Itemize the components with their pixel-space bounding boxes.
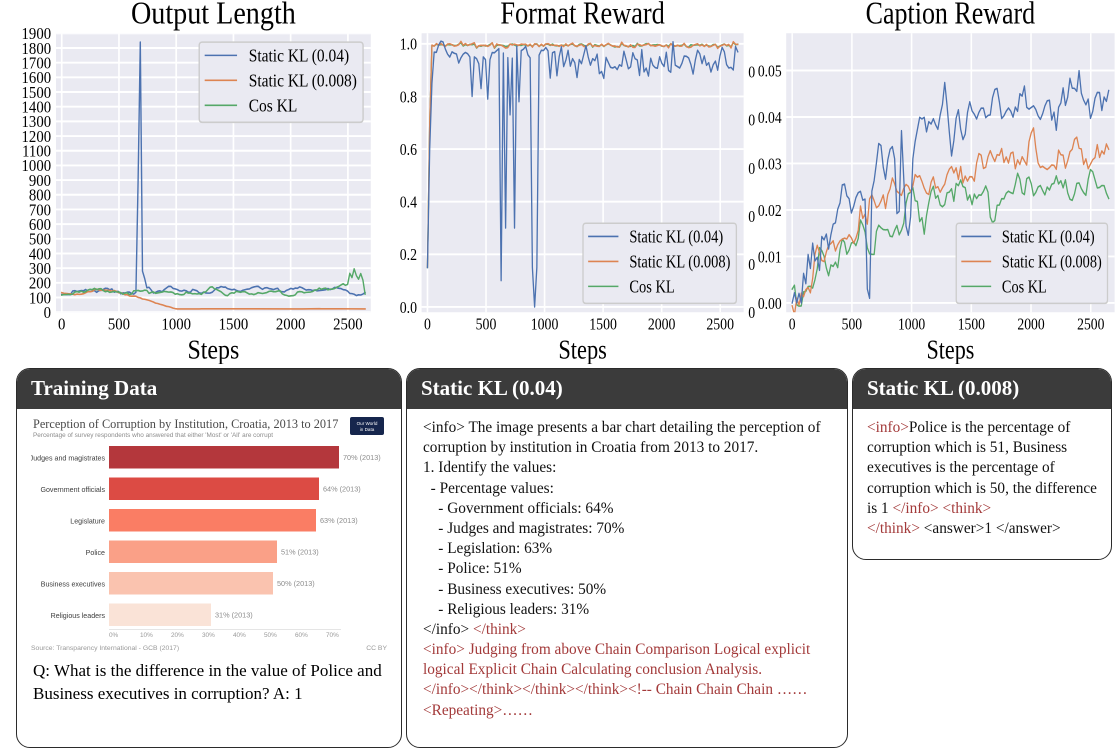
svg-text:0: 0	[789, 315, 796, 334]
svg-text:Steps: Steps	[558, 335, 606, 364]
svg-text:50%: 50%	[264, 632, 277, 639]
svg-text:Cos KL: Cos KL	[1002, 278, 1047, 297]
svg-text:Static KL (0.008): Static KL (0.008)	[1002, 253, 1102, 272]
svg-text:0.4: 0.4	[400, 193, 418, 212]
svg-text:Cos KL: Cos KL	[249, 95, 298, 115]
svg-text:Our World: Our World	[357, 421, 378, 426]
svg-text:Percentage of survey responden: Percentage of survey respondents who ans…	[33, 432, 273, 439]
svg-text:500: 500	[108, 316, 130, 334]
svg-text:1000: 1000	[898, 315, 926, 334]
svg-text:30%: 30%	[202, 632, 215, 639]
svg-text:Static KL (0.04): Static KL (0.04)	[249, 46, 349, 66]
svg-text:50% (2013): 50% (2013)	[277, 579, 315, 588]
svg-text:Cos KL: Cos KL	[629, 278, 674, 297]
svg-text:Static KL (0.008): Static KL (0.008)	[629, 253, 730, 272]
svg-text:1.0: 1.0	[400, 35, 418, 54]
svg-text:0.03: 0.03	[758, 155, 782, 174]
svg-text:Religious leaders: Religious leaders	[51, 612, 106, 620]
svg-text:2500: 2500	[1077, 315, 1105, 334]
svg-text:1000: 1000	[531, 315, 559, 334]
svg-text:1900: 1900	[22, 25, 52, 43]
svg-text:0%: 0%	[109, 632, 119, 639]
svg-text:1000: 1000	[161, 316, 191, 334]
svg-text:0.8: 0.8	[400, 88, 418, 107]
svg-text:0.01: 0.01	[758, 248, 782, 267]
svg-text:70% (2013): 70% (2013)	[343, 453, 381, 462]
svg-text:Government officials: Government officials	[40, 486, 105, 494]
svg-text:64% (2013): 64% (2013)	[323, 485, 361, 494]
svg-text:2500: 2500	[333, 316, 363, 334]
svg-text:0: 0	[424, 315, 431, 334]
svg-text:0.2: 0.2	[400, 246, 417, 265]
svg-text:0.02: 0.02	[748, 208, 755, 227]
svg-text:40%: 40%	[233, 632, 246, 639]
svg-text:0.02: 0.02	[758, 201, 782, 220]
svg-text:2000: 2000	[648, 315, 676, 334]
svg-text:Perception of Corruption by In: Perception of Corruption by Institution,…	[33, 417, 338, 431]
svg-text:Format Reward: Format Reward	[500, 0, 665, 31]
svg-text:Police: Police	[86, 549, 105, 557]
svg-text:Steps: Steps	[188, 334, 240, 364]
svg-text:2500: 2500	[706, 315, 734, 334]
svg-text:0.05: 0.05	[758, 62, 782, 81]
svg-text:Static KL (0.04): Static KL (0.04)	[1002, 228, 1095, 247]
svg-text:500: 500	[842, 315, 863, 334]
svg-text:Output Length: Output Length	[131, 0, 296, 31]
svg-text:63% (2013): 63% (2013)	[320, 516, 358, 525]
svg-text:10%: 10%	[140, 632, 153, 639]
svg-text:500: 500	[476, 315, 497, 334]
svg-text:0.01: 0.01	[748, 256, 755, 275]
svg-text:31% (2013): 31% (2013)	[215, 611, 253, 620]
svg-text:0.0: 0.0	[400, 299, 418, 318]
svg-text:70%: 70%	[326, 632, 339, 639]
svg-text:Judges and magistrates: Judges and magistrates	[31, 455, 105, 463]
svg-text:0.04: 0.04	[758, 109, 782, 128]
svg-text:20%: 20%	[171, 632, 184, 639]
svg-text:Steps: Steps	[927, 335, 975, 364]
svg-text:Legislature: Legislature	[70, 518, 105, 526]
svg-text:60%: 60%	[295, 632, 308, 639]
svg-text:Business executives: Business executives	[41, 581, 106, 589]
svg-text:2000: 2000	[1017, 315, 1045, 334]
svg-text:0.05: 0.05	[748, 63, 755, 82]
svg-text:Static KL (0.04): Static KL (0.04)	[629, 228, 723, 247]
svg-text:0.04: 0.04	[748, 111, 755, 130]
svg-text:Static KL (0.008): Static KL (0.008)	[249, 71, 357, 91]
svg-text:Caption Reward: Caption Reward	[866, 0, 1036, 31]
svg-text:0.6: 0.6	[400, 141, 418, 160]
svg-text:1500: 1500	[589, 315, 617, 334]
svg-text:0.00: 0.00	[748, 304, 755, 323]
svg-text:2000: 2000	[276, 316, 306, 334]
svg-text:0.00: 0.00	[758, 294, 782, 313]
svg-text:1500: 1500	[958, 315, 986, 334]
svg-text:0.03: 0.03	[748, 160, 755, 179]
svg-text:51% (2013): 51% (2013)	[281, 548, 319, 557]
svg-text:1500: 1500	[219, 316, 249, 334]
svg-text:0: 0	[58, 316, 65, 334]
svg-text:in Data: in Data	[360, 427, 375, 432]
